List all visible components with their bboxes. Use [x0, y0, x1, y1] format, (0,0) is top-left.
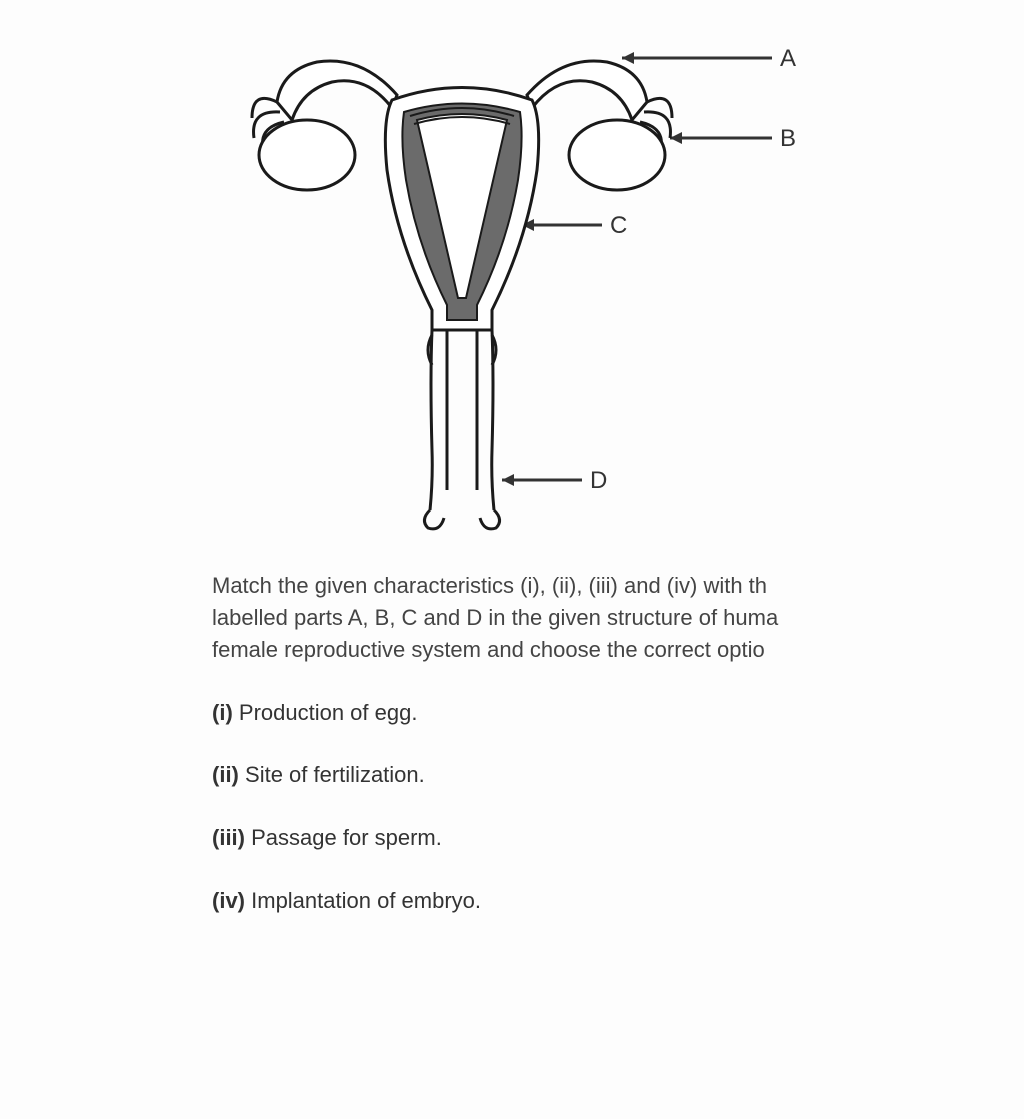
- option-i: (i) Production of egg.: [212, 698, 912, 729]
- right-ovary: [569, 120, 665, 190]
- option-marker: (iv): [212, 888, 245, 913]
- label-A-text: A: [780, 45, 796, 72]
- option-text: Passage for sperm.: [251, 825, 442, 850]
- option-marker: (ii): [212, 762, 239, 787]
- intro-line-3: female reproductive system and choose th…: [212, 637, 765, 662]
- option-iv: (iv) Implantation of embryo.: [212, 886, 912, 917]
- left-ovary: [259, 120, 355, 190]
- option-text: Production of egg.: [239, 700, 418, 725]
- label-B-leader: B: [670, 125, 796, 152]
- label-B-text: B: [780, 125, 796, 152]
- reproductive-system-diagram: A B C D: [132, 20, 892, 540]
- label-D-leader: D: [502, 467, 607, 494]
- options-list: (i) Production of egg. (ii) Site of fert…: [212, 698, 912, 917]
- option-marker: (i): [212, 700, 233, 725]
- label-C-leader: C: [522, 212, 627, 239]
- label-D-text: D: [590, 467, 607, 494]
- vaginal-canal: [424, 330, 499, 529]
- option-marker: (iii): [212, 825, 245, 850]
- question-text: Match the given characteristics (i), (ii…: [112, 570, 912, 917]
- intro-line-2: labelled parts A, B, C and D in the give…: [212, 605, 778, 630]
- intro-line-1: Match the given characteristics (i), (ii…: [212, 573, 767, 598]
- label-A-leader: A: [622, 45, 796, 72]
- option-ii: (ii) Site of fertilization.: [212, 760, 912, 791]
- page: A B C D: [0, 0, 1024, 1119]
- question-intro: Match the given characteristics (i), (ii…: [212, 570, 912, 666]
- option-text: Implantation of embryo.: [251, 888, 481, 913]
- option-text: Site of fertilization.: [245, 762, 425, 787]
- label-C-text: C: [610, 212, 627, 239]
- option-iii: (iii) Passage for sperm.: [212, 823, 912, 854]
